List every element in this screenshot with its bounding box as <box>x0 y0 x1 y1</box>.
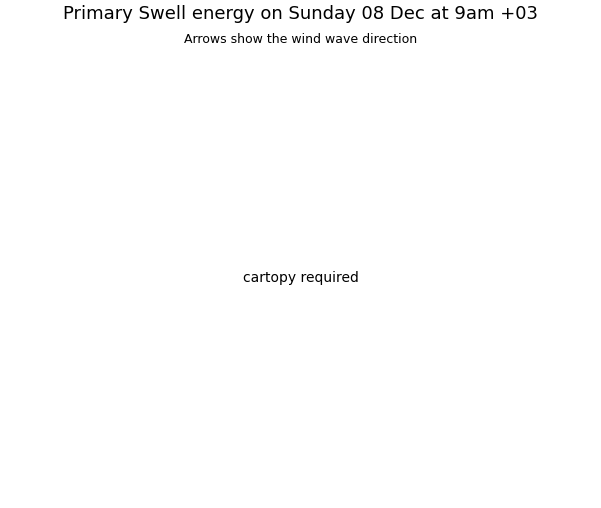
Text: Arrows show the wind wave direction: Arrows show the wind wave direction <box>184 33 417 46</box>
Text: cartopy required: cartopy required <box>243 271 358 285</box>
Text: Primary Swell energy on Sunday 08 Dec at 9am +03: Primary Swell energy on Sunday 08 Dec at… <box>63 6 538 23</box>
